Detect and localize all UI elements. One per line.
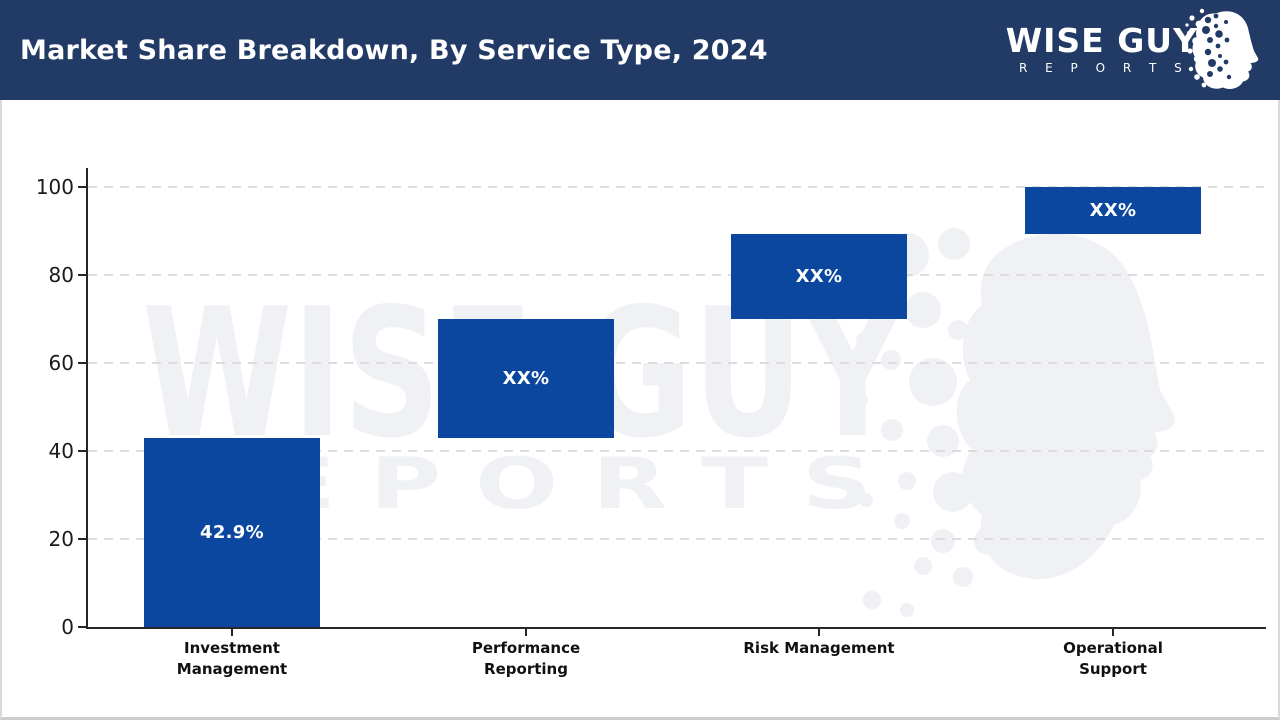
logo-text: WISE GUY R E P O R T S <box>1006 24 1198 76</box>
x-tick-0 <box>231 629 233 636</box>
y-tick-100 <box>78 186 86 188</box>
x-tick-3 <box>1112 629 1114 636</box>
y-tick-20 <box>78 538 86 540</box>
gridline-100 <box>88 186 1264 188</box>
x-axis-line <box>86 627 1266 629</box>
y-tick-80 <box>78 274 86 276</box>
y-tick-0 <box>78 626 86 628</box>
x-axis-label-operational-support: Operational Support <box>993 638 1233 680</box>
x-axis-label-line: Risk Management <box>743 639 895 657</box>
x-axis-label-line: Reporting <box>484 660 568 678</box>
gridline-20 <box>88 538 1264 540</box>
gridline-80 <box>88 274 1264 276</box>
y-axis-line <box>86 168 88 629</box>
gridline-60 <box>88 362 1264 364</box>
header-bar: Market Share Breakdown, By Service Type,… <box>0 0 1280 100</box>
y-tick-label-100: 100 <box>35 175 74 199</box>
bar-value-label: XX% <box>502 368 550 390</box>
y-tick-label-40: 40 <box>48 439 74 463</box>
bar-investment-management: 42.9% <box>144 438 320 627</box>
bar-risk-management: XX% <box>731 234 907 320</box>
x-axis-label-line: Support <box>1079 660 1147 678</box>
x-axis-label-investment-management: Investment Management <box>112 638 352 680</box>
chart-canvas: WISE GUY R E P O R T S 0 20 40 60 80 100 42.9%… <box>0 100 1280 720</box>
x-tick-1 <box>525 629 527 636</box>
x-axis-label-line: Performance <box>471 639 581 657</box>
bar-performance-reporting: XX% <box>438 319 614 439</box>
logo-wordmark: WISE GUY <box>1005 21 1198 60</box>
x-axis-label-line: Operational <box>1063 639 1163 657</box>
wise-guy-logo: WISE GUY R E P O R T S <box>1006 6 1262 94</box>
bar-value-label: XX% <box>795 266 843 288</box>
gridline-40 <box>88 450 1264 452</box>
y-tick-label-60: 60 <box>48 351 74 375</box>
x-axis-label-line: Investment <box>184 639 280 657</box>
page-title: Market Share Breakdown, By Service Type,… <box>20 34 768 66</box>
logo-subtext: R E P O R T S <box>1018 61 1189 75</box>
bar-value-label: XX% <box>1089 200 1137 222</box>
x-tick-2 <box>818 629 820 636</box>
x-axis-label-line: Management <box>176 660 288 678</box>
x-axis-label-risk-management: Risk Management <box>699 638 939 659</box>
bar-value-label: 42.9% <box>200 522 264 544</box>
y-tick-40 <box>78 450 86 452</box>
y-tick-label-80: 80 <box>48 263 74 287</box>
logo-head-icon <box>1185 8 1259 89</box>
bar-operational-support: XX% <box>1025 187 1201 235</box>
y-tick-label-0: 0 <box>61 615 74 639</box>
y-tick-label-20: 20 <box>48 527 74 551</box>
y-tick-60 <box>78 362 86 364</box>
x-axis-label-performance-reporting: Performance Reporting <box>406 638 646 680</box>
